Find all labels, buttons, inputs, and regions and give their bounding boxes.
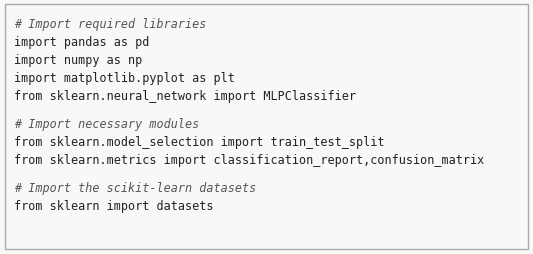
Text: from sklearn.model_selection import train_test_split: from sklearn.model_selection import trai… (14, 135, 384, 148)
Text: from sklearn.neural_network import MLPClassifier: from sklearn.neural_network import MLPCl… (14, 90, 356, 103)
Text: from sklearn import datasets: from sklearn import datasets (14, 199, 214, 212)
Text: from sklearn.metrics import classification_report,confusion_matrix: from sklearn.metrics import classificati… (14, 153, 484, 166)
Text: import matplotlib.pyplot as plt: import matplotlib.pyplot as plt (14, 72, 235, 85)
Text: # Import required libraries: # Import required libraries (14, 18, 206, 31)
Text: import pandas as pd: import pandas as pd (14, 36, 149, 49)
Text: # Import necessary modules: # Import necessary modules (14, 118, 199, 131)
Text: import numpy as np: import numpy as np (14, 54, 142, 67)
Text: # Import the scikit-learn datasets: # Import the scikit-learn datasets (14, 181, 256, 194)
